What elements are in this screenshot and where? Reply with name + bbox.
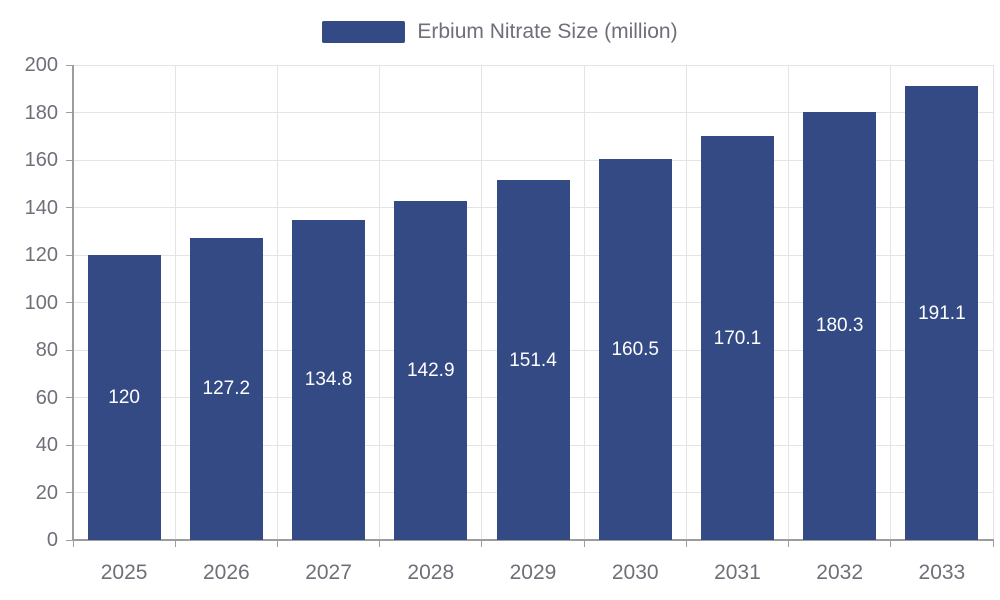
y-axis-tick [66, 492, 72, 493]
x-axis-tick [685, 541, 687, 547]
v-gridline [788, 65, 790, 540]
y-axis-line [72, 65, 74, 541]
h-gridline [73, 64, 993, 66]
x-axis-tick [583, 541, 585, 547]
bar [700, 136, 774, 540]
v-gridline [992, 65, 994, 540]
y-axis-tick [66, 112, 72, 113]
legend[interactable]: Erbium Nitrate Size (million) [0, 14, 1000, 50]
bar-value-label: 170.1 [713, 327, 762, 349]
bar-value-label: 191.1 [918, 302, 966, 324]
x-tick-label: 2026 [202, 561, 250, 584]
bar-value-label: 120 [108, 387, 140, 408]
v-gridline [583, 65, 585, 540]
v-gridline [481, 65, 483, 540]
x-tick-label: 2031 [714, 561, 761, 584]
v-gridline [890, 65, 892, 540]
x-tick-label: 2032 [816, 561, 864, 584]
bar [87, 255, 161, 540]
y-axis-tick [66, 207, 72, 208]
x-axis-tick [788, 541, 790, 547]
v-gridline [174, 65, 176, 540]
y-axis-tick [66, 64, 72, 66]
y-axis-tick [66, 349, 72, 351]
bar [598, 158, 672, 540]
y-tick-label: 100 [24, 291, 58, 314]
v-gridline [685, 65, 687, 540]
x-tick-label: 2025 [100, 561, 148, 584]
x-tick-label: 2028 [407, 561, 455, 584]
y-axis-tick [66, 254, 72, 256]
x-axis-tick [379, 541, 381, 547]
y-tick-label: 40 [35, 434, 58, 456]
x-tick-label: 2033 [918, 561, 966, 584]
x-axis-tick [276, 541, 278, 547]
y-axis-tick [66, 539, 72, 541]
y-tick-label: 160 [24, 149, 58, 171]
x-axis-tick [174, 541, 176, 547]
x-axis-line [72, 539, 994, 541]
y-tick-label: 140 [24, 196, 58, 219]
bar-value-label: 160.5 [611, 338, 659, 360]
h-gridline [73, 112, 993, 113]
y-tick-label: 80 [35, 339, 58, 361]
y-tick-label: 20 [35, 481, 58, 504]
bar [496, 180, 570, 540]
x-axis-tick [72, 541, 74, 547]
y-tick-label: 200 [24, 54, 58, 76]
bar [394, 200, 468, 540]
legend-swatch-icon [322, 21, 406, 43]
h-gridline [73, 159, 993, 161]
bar-value-label: 142.9 [406, 359, 455, 381]
x-tick-label: 2029 [509, 561, 557, 584]
bar [803, 111, 877, 540]
x-axis-tick [890, 541, 892, 547]
x-tick-label: 2027 [305, 561, 352, 584]
x-axis-tick [481, 541, 483, 547]
bar [292, 219, 366, 540]
bar-value-label: 180.3 [815, 315, 864, 337]
y-axis-tick [66, 444, 72, 446]
bar [189, 237, 263, 540]
bar-value-label: 127.2 [202, 378, 251, 400]
bar-value-label: 134.8 [304, 369, 353, 391]
y-tick-label: 180 [24, 101, 58, 124]
y-axis-tick [66, 302, 72, 303]
y-axis-tick [66, 397, 72, 398]
y-tick-label: 0 [46, 529, 58, 551]
bar-value-label: 151.4 [509, 349, 557, 371]
v-gridline [276, 65, 278, 540]
y-tick-label: 60 [35, 386, 58, 409]
v-gridline [379, 65, 381, 540]
y-tick-label: 120 [24, 244, 58, 266]
y-axis-tick [66, 159, 72, 161]
legend-label: Erbium Nitrate Size (million) [417, 20, 678, 43]
x-axis-tick [992, 541, 994, 547]
bar [905, 86, 979, 540]
x-tick-label: 2030 [611, 561, 659, 584]
